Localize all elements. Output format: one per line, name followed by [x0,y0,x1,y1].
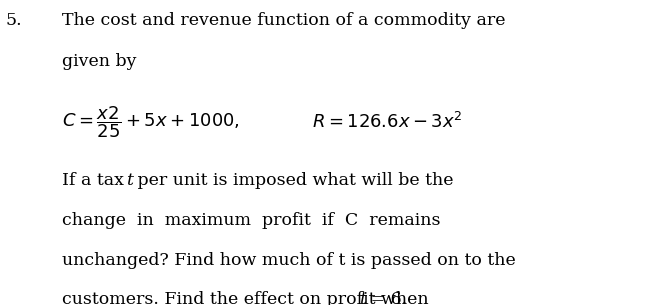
Text: = 6.: = 6. [365,291,407,305]
Text: The cost and revenue function of a commodity are: The cost and revenue function of a commo… [62,12,506,29]
Text: $C = \dfrac{x2}{25} + 5x + 1000,$: $C = \dfrac{x2}{25} + 5x + 1000,$ [62,104,240,140]
Text: customers. Find the effect on profit when: customers. Find the effect on profit whe… [62,291,434,305]
Text: given by: given by [62,53,137,70]
Text: If a tax: If a tax [62,172,130,189]
Text: $R = 126.6x - 3x^{2}$: $R = 126.6x - 3x^{2}$ [312,112,462,132]
Text: change  in  maximum  profit  if  C  remains: change in maximum profit if C remains [62,212,441,229]
Text: t: t [126,172,133,189]
Text: unchanged? Find how much of t is passed on to the: unchanged? Find how much of t is passed … [62,252,516,269]
Text: per unit is imposed what will be the: per unit is imposed what will be the [132,172,454,189]
Text: t: t [359,291,366,305]
Text: 5.: 5. [5,12,22,29]
